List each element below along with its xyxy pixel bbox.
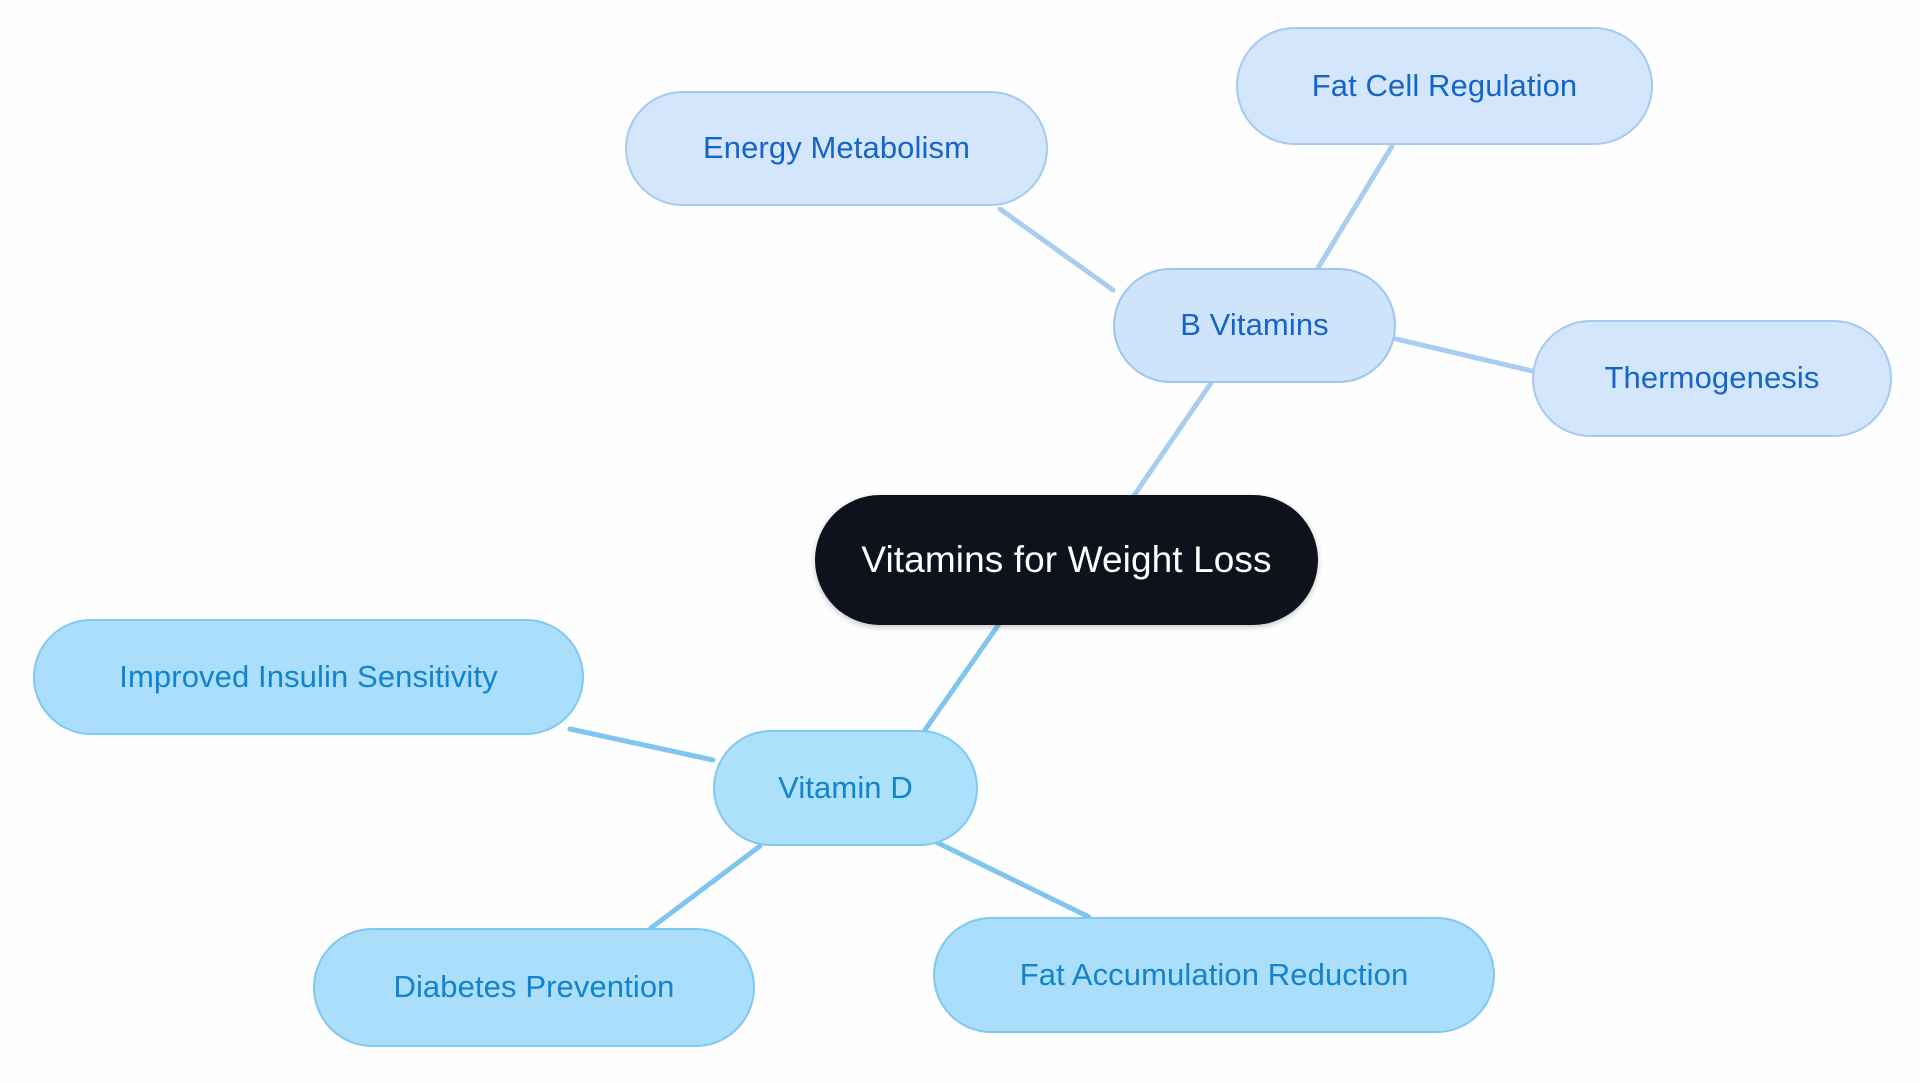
leaf-node-energy-metabolism[interactable]: Energy Metabolism xyxy=(625,91,1048,206)
edge-b-vitamins-to-thermogenesis xyxy=(1393,336,1535,374)
leaf-node-improved-insulin-sensitivity[interactable]: Improved Insulin Sensitivity xyxy=(33,619,584,735)
branch-node-b-vitamins[interactable]: B Vitamins xyxy=(1113,268,1396,383)
leaf-node-improved-insulin-sensitivity-label: Improved Insulin Sensitivity xyxy=(119,658,498,694)
branch-node-vitamin-d-label: Vitamin D xyxy=(778,769,913,805)
edge-b-vitamins-to-fat-cell-regulation xyxy=(1315,143,1395,271)
edge-vitamin-d-to-fat-accumulation-reduction xyxy=(933,839,1092,920)
leaf-node-fat-cell-regulation-label: Fat Cell Regulation xyxy=(1311,67,1578,103)
root-node-vitamins-for-weight-loss[interactable]: Vitamins for Weight Loss xyxy=(815,495,1318,625)
edge-vitamin-d-to-improved-insulin-sensitivity xyxy=(567,726,716,763)
leaf-node-energy-metabolism-label: Energy Metabolism xyxy=(702,130,971,166)
root-node-label: Vitamins for Weight Loss xyxy=(861,538,1272,580)
edge-vitamin-d-to-diabetes-prevention xyxy=(648,843,763,931)
edge-b-vitamins-to-energy-metabolism xyxy=(997,206,1116,293)
leaf-node-thermogenesis[interactable]: Thermogenesis xyxy=(1532,320,1892,437)
leaf-node-fat-cell-regulation[interactable]: Fat Cell Regulation xyxy=(1236,27,1653,145)
edge-root-to-vitamin-d xyxy=(922,621,1002,733)
leaf-node-fat-accumulation-reduction[interactable]: Fat Accumulation Reduction xyxy=(933,917,1495,1033)
leaf-node-diabetes-prevention[interactable]: Diabetes Prevention xyxy=(313,928,755,1047)
branch-node-vitamin-d[interactable]: Vitamin D xyxy=(713,730,978,846)
edge-root-to-b-vitamins xyxy=(1130,380,1214,500)
branch-node-b-vitamins-label: B Vitamins xyxy=(1180,307,1329,343)
leaf-node-fat-accumulation-reduction-label: Fat Accumulation Reduction xyxy=(1019,956,1409,992)
leaf-node-thermogenesis-label: Thermogenesis xyxy=(1604,360,1820,396)
leaf-node-diabetes-prevention-label: Diabetes Prevention xyxy=(393,969,675,1005)
